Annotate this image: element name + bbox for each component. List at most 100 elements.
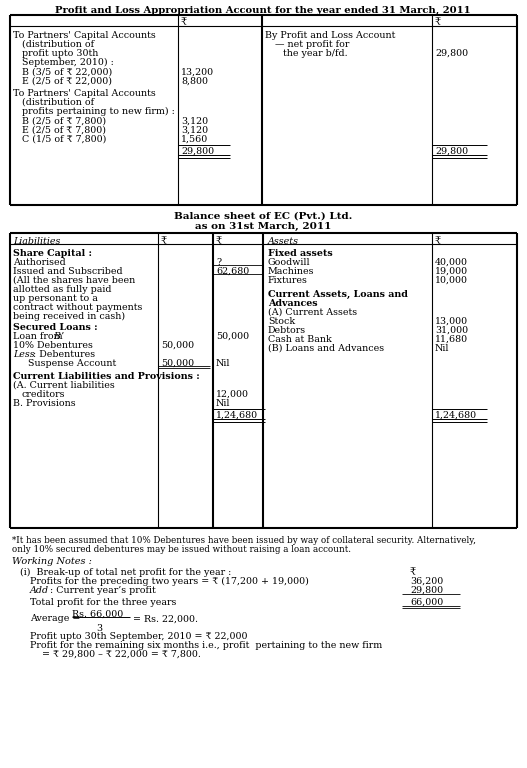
Text: By Profit and Loss Account: By Profit and Loss Account [265, 31, 395, 40]
Text: Cash at Bank: Cash at Bank [268, 335, 332, 344]
Text: 3,120: 3,120 [181, 126, 208, 135]
Text: creditors: creditors [22, 390, 65, 399]
Text: Balance sheet of EC (Pvt.) Ltd.: Balance sheet of EC (Pvt.) Ltd. [174, 212, 352, 221]
Text: Nil: Nil [435, 344, 450, 353]
Text: — net profit for: — net profit for [275, 40, 349, 49]
Text: 29,800: 29,800 [410, 586, 443, 595]
Text: Fixed assets: Fixed assets [268, 249, 333, 258]
Text: Profits for the preceding two years = ₹ (17,200 + 19,000): Profits for the preceding two years = ₹ … [30, 577, 309, 586]
Text: ₹: ₹ [161, 237, 167, 246]
Text: (distribution of: (distribution of [22, 40, 94, 49]
Text: Advances: Advances [268, 299, 318, 308]
Text: E (2/5 of ₹ 7,800): E (2/5 of ₹ 7,800) [22, 126, 106, 135]
Text: 13,000: 13,000 [435, 317, 468, 326]
Text: 36,200: 36,200 [410, 577, 443, 586]
Text: 31,000: 31,000 [435, 326, 468, 335]
Text: being received in cash): being received in cash) [13, 312, 125, 321]
Text: (B) Loans and Advances: (B) Loans and Advances [268, 344, 384, 353]
Text: only 10% secured debentures may be issued without raising a loan account.: only 10% secured debentures may be issue… [12, 545, 351, 554]
Text: Rs. 66,000: Rs. 66,000 [72, 610, 123, 619]
Text: as on 31st March, 2011: as on 31st March, 2011 [195, 222, 331, 231]
Text: Profit upto 30th September, 2010 = ₹ 22,000: Profit upto 30th September, 2010 = ₹ 22,… [30, 632, 248, 641]
Text: ₹: ₹ [435, 237, 441, 246]
Text: (All the shares have been: (All the shares have been [13, 276, 135, 285]
Text: To Partners' Capital Accounts: To Partners' Capital Accounts [13, 31, 156, 40]
Text: Assets: Assets [268, 237, 299, 246]
Text: Less: Less [13, 350, 35, 359]
Text: Loan from: Loan from [13, 332, 66, 341]
Text: (A) Current Assets: (A) Current Assets [268, 308, 357, 317]
Text: 62,680: 62,680 [216, 267, 249, 276]
Text: profit upto 30th: profit upto 30th [22, 49, 99, 58]
Text: 40,000: 40,000 [435, 258, 468, 267]
Text: 66,000: 66,000 [410, 598, 443, 607]
Text: 50,000: 50,000 [161, 359, 194, 368]
Text: ʼ: ʼ [58, 332, 64, 341]
Text: Nil: Nil [216, 359, 230, 368]
Text: ₹: ₹ [410, 568, 416, 577]
Text: ₹: ₹ [216, 237, 222, 246]
Text: To Partners' Capital Accounts: To Partners' Capital Accounts [13, 89, 156, 98]
Text: Debtors: Debtors [268, 326, 306, 335]
Text: (distribution of: (distribution of [22, 98, 94, 107]
Text: Current Assets, Loans and: Current Assets, Loans and [268, 290, 408, 299]
Text: (i)  Break-up of total net profit for the year :: (i) Break-up of total net profit for the… [20, 568, 231, 577]
Text: 13,200: 13,200 [181, 68, 214, 77]
Text: Add: Add [30, 586, 49, 595]
Text: up personant to a: up personant to a [13, 294, 98, 303]
Text: = Rs. 22,000.: = Rs. 22,000. [133, 615, 198, 624]
Text: 19,000: 19,000 [435, 267, 468, 276]
Text: September, 2010) :: September, 2010) : [22, 58, 114, 67]
Text: Authorised: Authorised [13, 258, 66, 267]
Text: Total profit for the three years: Total profit for the three years [30, 598, 177, 607]
Text: profits pertaining to new firm) :: profits pertaining to new firm) : [22, 107, 175, 116]
Text: contract without payments: contract without payments [13, 303, 142, 312]
Text: Nil: Nil [216, 399, 230, 408]
Text: 29,800: 29,800 [181, 147, 214, 156]
Text: 1,24,680: 1,24,680 [435, 411, 477, 420]
Text: B. Provisions: B. Provisions [13, 399, 76, 408]
Text: 1,560: 1,560 [181, 135, 208, 144]
Text: E (2/5 of ₹ 22,000): E (2/5 of ₹ 22,000) [22, 77, 112, 86]
Text: 10,000: 10,000 [435, 276, 468, 285]
Text: C (1/5 of ₹ 7,800): C (1/5 of ₹ 7,800) [22, 135, 106, 144]
Text: Share Capital :: Share Capital : [13, 249, 92, 258]
Text: 1,24,680: 1,24,680 [216, 411, 258, 420]
Text: : Current year’s profit: : Current year’s profit [47, 586, 156, 595]
Text: = ₹ 29,800 – ₹ 22,000 = ₹ 7,800.: = ₹ 29,800 – ₹ 22,000 = ₹ 7,800. [42, 650, 201, 659]
Text: 50,000: 50,000 [161, 341, 194, 350]
Text: Machines: Machines [268, 267, 315, 276]
Text: : Debentures: : Debentures [30, 350, 95, 359]
Text: Profit and Loss Appropriation Account for the year ended 31 March, 2011: Profit and Loss Appropriation Account fo… [55, 6, 471, 15]
Text: (A. Current liabilities: (A. Current liabilities [13, 381, 115, 390]
Text: B (3/5 of ₹ 22,000): B (3/5 of ₹ 22,000) [22, 68, 112, 77]
Text: 8,800: 8,800 [181, 77, 208, 86]
Text: Issued and Subscribed: Issued and Subscribed [13, 267, 123, 276]
Text: Average =: Average = [30, 614, 83, 623]
Text: 29,800: 29,800 [435, 49, 468, 58]
Text: 50,000: 50,000 [216, 332, 249, 341]
Text: ₹: ₹ [435, 18, 441, 27]
Text: 12,000: 12,000 [216, 390, 249, 399]
Text: B: B [53, 332, 60, 341]
Text: *It has been assumed that 10% Debentures have been issued by way of collateral s: *It has been assumed that 10% Debentures… [12, 536, 476, 545]
Text: Profit for the remaining six months i.e., profit  pertaining to the new firm: Profit for the remaining six months i.e.… [30, 641, 382, 650]
Text: Liabilities: Liabilities [13, 237, 61, 246]
Text: 10% Debentures: 10% Debentures [13, 341, 93, 350]
Text: ?: ? [216, 258, 221, 267]
Text: 3: 3 [96, 624, 102, 633]
Text: Fixtures: Fixtures [268, 276, 308, 285]
Text: B (2/5 of ₹ 7,800): B (2/5 of ₹ 7,800) [22, 117, 106, 126]
Text: Current Liabilities and Provisions :: Current Liabilities and Provisions : [13, 372, 200, 381]
Text: 3,120: 3,120 [181, 117, 208, 126]
Text: Stock: Stock [268, 317, 295, 326]
Text: Secured Loans :: Secured Loans : [13, 323, 97, 332]
Text: Suspense Account: Suspense Account [28, 359, 116, 368]
Text: Working Notes :: Working Notes : [12, 557, 92, 566]
Text: 11,680: 11,680 [435, 335, 468, 344]
Text: ₹: ₹ [181, 18, 187, 27]
Text: the year b/fd.: the year b/fd. [283, 49, 348, 58]
Text: Goodwill: Goodwill [268, 258, 310, 267]
Text: allotted as fully paid: allotted as fully paid [13, 285, 112, 294]
Text: 29,800: 29,800 [435, 147, 468, 156]
